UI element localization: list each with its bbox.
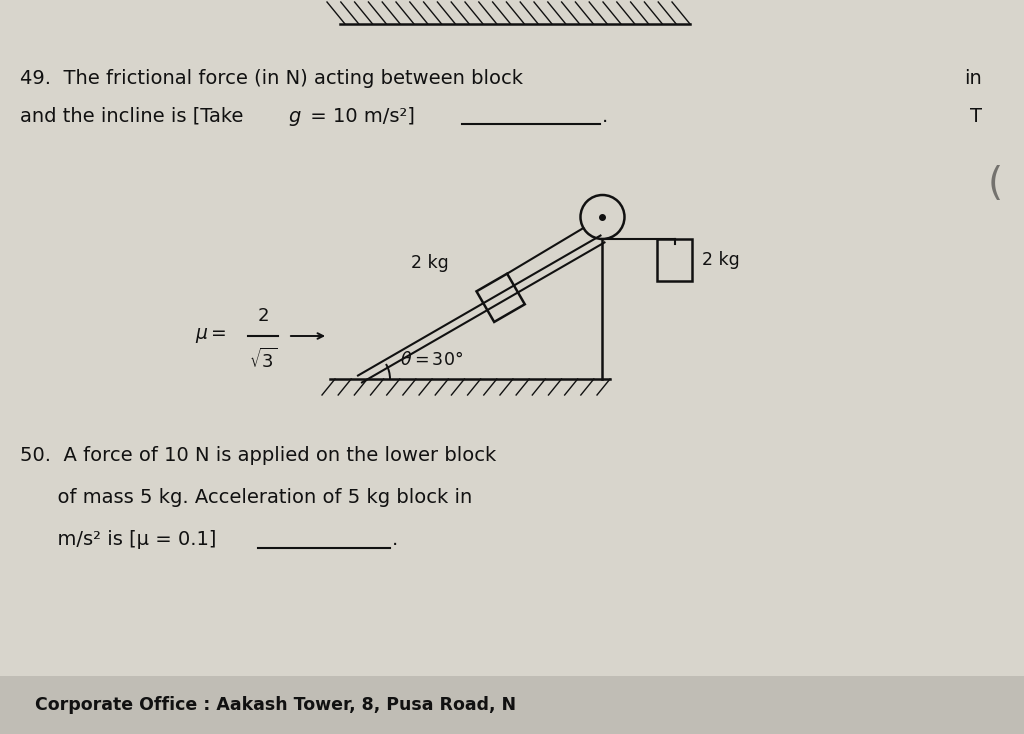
Text: = 10 m/s²]: = 10 m/s²] [304, 107, 415, 126]
Text: $\sqrt{3}$: $\sqrt{3}$ [249, 348, 278, 372]
Text: 2: 2 [257, 307, 268, 325]
Text: in: in [965, 69, 982, 88]
Text: m/s² is [μ = 0.1]: m/s² is [μ = 0.1] [20, 530, 216, 549]
Text: of mass 5 kg. Acceleration of 5 kg block in: of mass 5 kg. Acceleration of 5 kg block… [20, 488, 472, 507]
Text: $\mu = $: $\mu = $ [195, 327, 226, 346]
Bar [657, 239, 692, 281]
Text: $\theta = 30°$: $\theta = 30°$ [400, 351, 463, 369]
Text: Corporate Office : Aakash Tower, 8, Pusa Road, N: Corporate Office : Aakash Tower, 8, Pusa… [35, 696, 516, 714]
Text: 2 kg: 2 kg [702, 251, 740, 269]
Text: (: ( [987, 165, 1002, 203]
Text: 50.  A force of 10 N is applied on the lower block: 50. A force of 10 N is applied on the lo… [20, 446, 497, 465]
Text: g: g [288, 107, 300, 126]
Text: 49.  The frictional force (in N) acting between block: 49. The frictional force (in N) acting b… [20, 69, 523, 88]
Text: T: T [970, 107, 982, 126]
Text: .: . [392, 530, 398, 549]
Text: and the incline is [Take: and the incline is [Take [20, 107, 250, 126]
Bar [0, 676, 1024, 734]
Text: 2 kg: 2 kg [411, 254, 449, 272]
Text: .: . [602, 107, 608, 126]
